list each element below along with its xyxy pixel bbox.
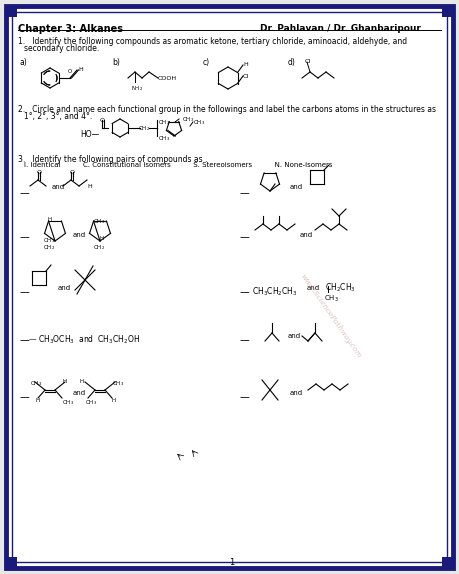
Text: Chapter 3: Alkanes: Chapter 3: Alkanes <box>18 24 123 34</box>
FancyBboxPatch shape <box>6 6 17 17</box>
Text: H: H <box>78 67 83 72</box>
Text: CH$_3$: CH$_3$ <box>193 118 205 127</box>
Text: H: H <box>112 398 116 403</box>
Text: —: — <box>20 232 30 242</box>
Text: COOH: COOH <box>158 76 177 81</box>
Text: —: — <box>20 188 30 198</box>
Text: 1.   Identify the following compounds as aromatic ketone, tertiary chloride, ami: 1. Identify the following compounds as a… <box>18 37 407 46</box>
Text: 1: 1 <box>229 558 234 567</box>
Text: —: — <box>240 392 250 402</box>
Text: CH$_3$: CH$_3$ <box>62 398 74 407</box>
Text: —: — <box>20 335 30 345</box>
FancyBboxPatch shape <box>6 6 453 568</box>
Text: and: and <box>290 184 303 190</box>
Text: 1°, 2°, 3°, and 4°.: 1°, 2°, 3°, and 4°. <box>24 112 92 121</box>
Text: —: — <box>240 188 250 198</box>
FancyBboxPatch shape <box>6 557 17 568</box>
Text: secondary chloride.: secondary chloride. <box>24 44 99 53</box>
Text: CH$_3$: CH$_3$ <box>324 294 339 304</box>
Text: CH$_3$: CH$_3$ <box>30 379 42 388</box>
Text: H: H <box>80 379 84 384</box>
Text: CH$_3$: CH$_3$ <box>112 379 124 388</box>
Text: d): d) <box>288 58 296 67</box>
Text: Cl: Cl <box>305 59 311 64</box>
Text: and: and <box>58 285 71 291</box>
Text: and: and <box>288 333 301 339</box>
Text: H: H <box>48 217 52 222</box>
Text: H: H <box>100 236 104 241</box>
Text: and: and <box>52 184 65 190</box>
Text: 3.   Identify the following pairs of compounds as .: 3. Identify the following pairs of compo… <box>18 155 207 164</box>
Text: O: O <box>68 69 72 74</box>
Text: CH$_2$: CH$_2$ <box>93 243 105 252</box>
Text: a): a) <box>20 58 28 67</box>
Text: —: — <box>20 392 30 402</box>
Text: and: and <box>307 285 320 291</box>
Text: — CH$_3$OCH$_3$  and  CH$_3$CH$_2$OH: — CH$_3$OCH$_3$ and CH$_3$CH$_2$OH <box>28 333 140 346</box>
Text: CH$_3$: CH$_3$ <box>93 217 105 226</box>
Text: I. Identical          C. Constitutional isomers          S. Stereoisomers       : I. Identical C. Constitutional isomers S… <box>24 162 332 168</box>
Text: H: H <box>62 379 66 384</box>
Text: CH$_3$: CH$_3$ <box>85 398 97 407</box>
Text: NH$_2$: NH$_2$ <box>131 84 143 93</box>
Text: O: O <box>70 170 75 175</box>
Text: and: and <box>73 232 86 238</box>
Text: —: — <box>240 232 250 242</box>
Text: O: O <box>100 118 105 123</box>
Text: b): b) <box>112 58 120 67</box>
Text: Dr. Pahlavan / Dr. Ghanbaripour: Dr. Pahlavan / Dr. Ghanbaripour <box>260 24 421 33</box>
Text: CH$_2$CH$_3$: CH$_2$CH$_3$ <box>325 281 356 293</box>
Text: H: H <box>87 184 92 189</box>
Text: —: — <box>240 335 250 345</box>
Text: H: H <box>35 398 39 403</box>
Text: and: and <box>73 390 86 396</box>
Text: CH$_2$: CH$_2$ <box>138 124 150 133</box>
Text: CH$_3$: CH$_3$ <box>158 134 170 143</box>
FancyBboxPatch shape <box>442 6 453 17</box>
Text: Cl: Cl <box>243 74 249 79</box>
Text: CH$_3$: CH$_3$ <box>182 115 194 124</box>
Text: CH$_2$: CH$_2$ <box>43 243 55 252</box>
Text: www.SciencePathway.com: www.SciencePathway.com <box>298 272 363 359</box>
Text: —: — <box>20 287 30 297</box>
Text: CH$_3$: CH$_3$ <box>43 236 55 245</box>
Text: CH$_3$: CH$_3$ <box>158 118 170 127</box>
FancyBboxPatch shape <box>442 557 453 568</box>
Text: CH$_3$CH$_2$CH$_3$: CH$_3$CH$_2$CH$_3$ <box>252 285 298 297</box>
Text: c): c) <box>203 58 210 67</box>
Text: and: and <box>300 232 313 238</box>
Text: 2.   Circle and name each functional group in the followings and label the carbo: 2. Circle and name each functional group… <box>18 105 436 114</box>
Text: H: H <box>243 62 248 67</box>
Text: HO—: HO— <box>80 130 99 139</box>
Text: —: — <box>240 287 250 297</box>
Text: and: and <box>290 390 303 396</box>
Text: O: O <box>37 170 42 175</box>
